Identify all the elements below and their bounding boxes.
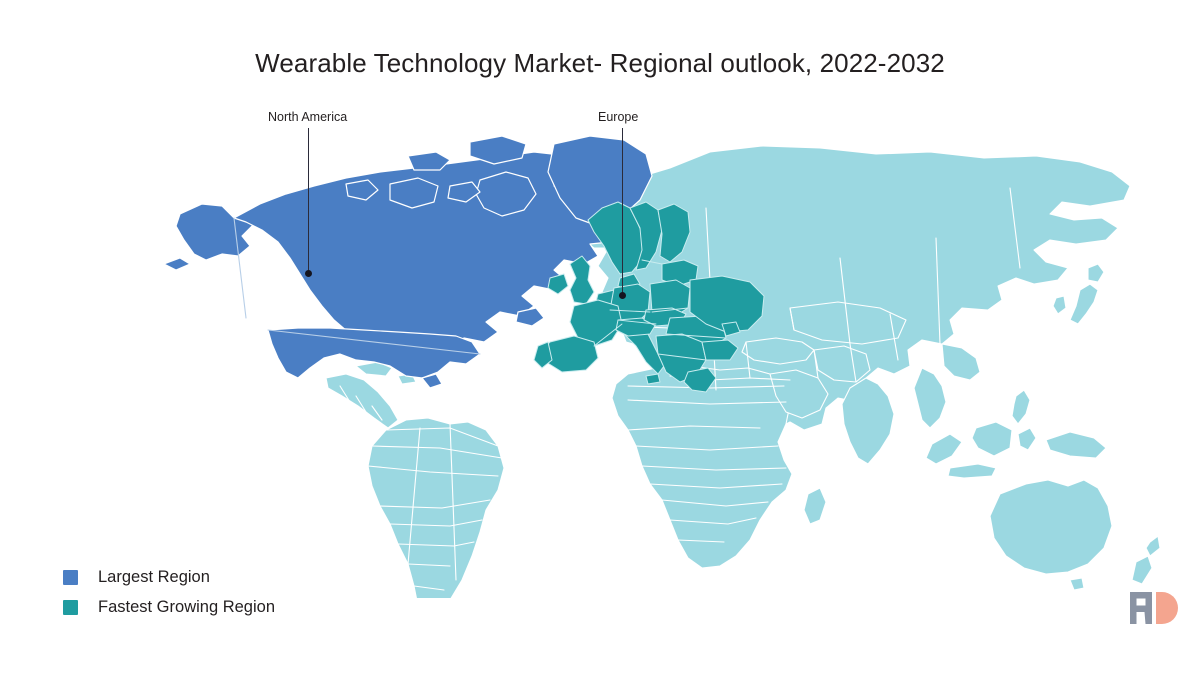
region-ireland[interactable] [547, 273, 569, 295]
region-ellesmere[interactable] [469, 135, 527, 165]
legend-item-largest-region[interactable]: Largest Region [63, 562, 275, 592]
region-arabia [769, 369, 829, 419]
north-america-internal-borders [233, 217, 481, 355]
region-australia [989, 479, 1113, 575]
region-victoria-island[interactable] [389, 177, 439, 209]
region-portugal[interactable] [533, 341, 553, 369]
region-new-zealand-north [1145, 535, 1160, 557]
region-baffin-island[interactable] [475, 171, 537, 217]
region-moldova[interactable] [721, 321, 741, 337]
legend-item-fastest-growing-region[interactable]: Fastest Growing Region [63, 592, 275, 622]
region-ukraine-belarus[interactable] [689, 275, 765, 333]
brand-logo-svg [1130, 592, 1178, 624]
leader-line-north-america [308, 128, 310, 273]
region-india [841, 377, 895, 465]
page-title: Wearable Technology Market- Regional out… [255, 48, 945, 78]
region-aleutians[interactable] [163, 257, 191, 271]
region-us-southeast-tip[interactable] [421, 373, 443, 389]
map-country-borders [339, 187, 1021, 591]
legend-swatch-largest-region [63, 569, 78, 585]
leader-line-europe [622, 128, 624, 295]
callout-label-north-america: North America [268, 110, 348, 124]
leader-dot-north-america [305, 270, 312, 277]
legend: Largest Region Fastest Growing Region [63, 562, 275, 622]
region-tasmania [1069, 577, 1085, 591]
region-iran [813, 345, 871, 383]
logo-letter-d-icon [1156, 592, 1178, 624]
region-central-america [325, 373, 399, 429]
region-finland[interactable] [657, 203, 691, 263]
leader-dot-europe [619, 292, 626, 299]
region-sicily[interactable] [645, 373, 661, 385]
legend-swatch-fastest-growing-region [63, 599, 78, 615]
region-turkey-caucasus [741, 337, 815, 365]
region-banks-island[interactable] [345, 179, 379, 201]
region-sulawesi [1017, 427, 1037, 451]
region-china-south [941, 343, 981, 381]
region-united-kingdom[interactable] [569, 255, 595, 305]
callout-label-europe: Europe [598, 110, 639, 124]
brand-logo [1126, 588, 1188, 628]
region-borneo [971, 421, 1013, 457]
region-arctic-island-b[interactable] [447, 181, 481, 203]
region-new-guinea [1045, 431, 1107, 459]
region-japan-north [1087, 263, 1105, 283]
region-sumatra [925, 433, 963, 465]
region-europe-highlight[interactable] [533, 201, 765, 393]
region-sweden[interactable] [629, 201, 663, 271]
legend-label-largest-region: Largest Region [98, 567, 210, 586]
world-map-svg [163, 135, 1160, 598]
legend-label-fastest-growing-region: Fastest Growing Region [98, 597, 275, 616]
region-africa [611, 365, 793, 569]
region-new-zealand-south [1131, 555, 1153, 585]
region-philippines [1011, 389, 1031, 425]
region-java [947, 463, 997, 479]
region-korea [1052, 295, 1067, 315]
region-southeast-asia [913, 367, 947, 429]
region-bulgaria[interactable] [701, 339, 739, 361]
region-alaska[interactable] [175, 203, 255, 261]
region-madagascar [803, 487, 827, 525]
region-arctic-island-a[interactable] [407, 151, 451, 171]
logo-letter-r-icon [1130, 592, 1152, 624]
region-newfoundland[interactable] [515, 307, 545, 327]
region-japan [1069, 283, 1099, 325]
region-greece[interactable] [683, 367, 717, 393]
europe-internal-borders [593, 259, 727, 361]
